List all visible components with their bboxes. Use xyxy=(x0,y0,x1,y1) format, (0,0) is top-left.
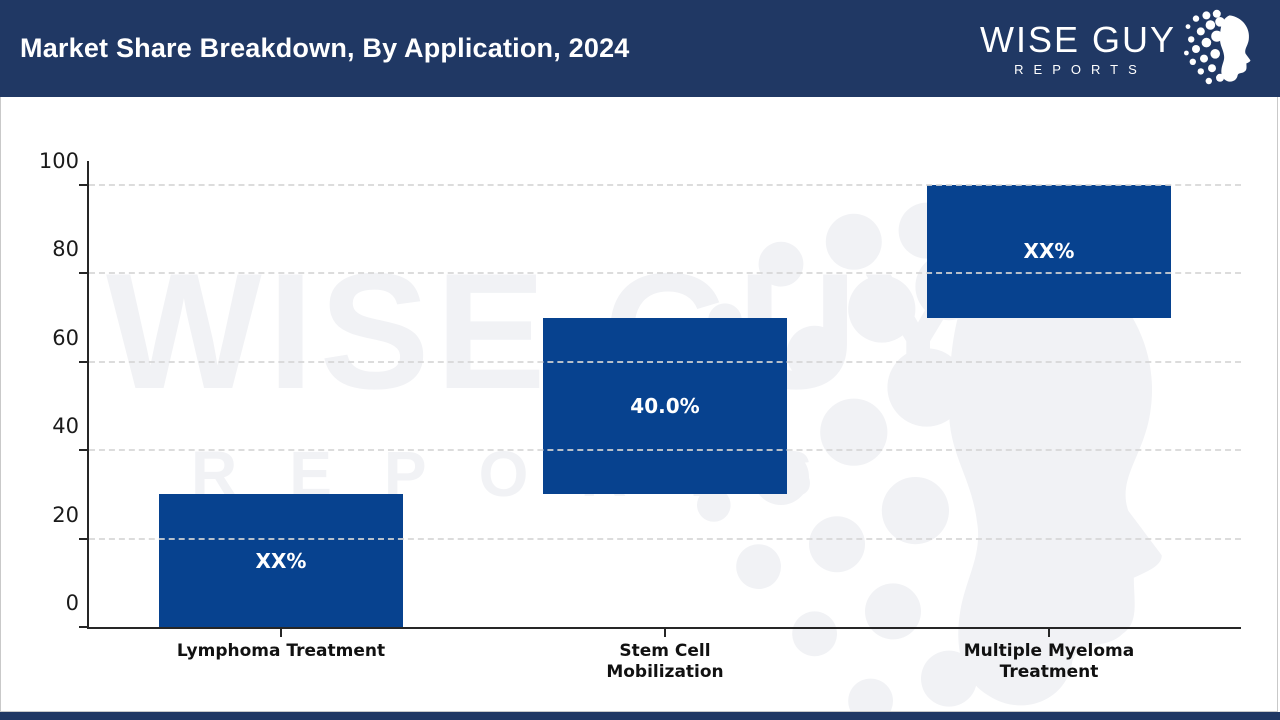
chart-area: WISE GUY REPORTS XX% Lymphoma Treatment 40… xyxy=(0,97,1278,712)
y-axis-tick-label: 20 xyxy=(52,502,79,527)
logo-wordmark: WISE GUY REPORTS xyxy=(979,18,1176,77)
y-axis-tick xyxy=(79,184,87,187)
x-axis xyxy=(87,627,1241,629)
x-axis-category-label: Multiple Myeloma Treatment xyxy=(963,641,1135,683)
y-axis xyxy=(87,161,89,627)
bar-segment: XX% xyxy=(927,185,1171,318)
y-axis-tick-label: 80 xyxy=(52,237,79,262)
bar-value-label: XX% xyxy=(255,548,307,573)
x-axis-tick xyxy=(664,629,666,637)
dotted-face-profile-icon xyxy=(1184,9,1251,84)
bar-segment: 40.0% xyxy=(543,317,787,495)
footer-accent-bar xyxy=(0,712,1280,720)
gridline xyxy=(89,360,1241,363)
logo-sub-text: REPORTS xyxy=(1014,61,1147,77)
y-axis-tick xyxy=(79,537,87,540)
y-axis-tick xyxy=(79,626,87,628)
bar-value-label: 40.0% xyxy=(630,394,700,419)
x-axis-tick xyxy=(1048,629,1050,637)
wise-guy-logo: WISE GUY REPORTS xyxy=(980,9,1252,89)
x-axis-category-label: Stem Cell Mobilization xyxy=(606,641,724,683)
x-axis-category-label: Lymphoma Treatment xyxy=(176,641,386,661)
bar-value-label: XX% xyxy=(1023,239,1075,264)
x-axis-tick xyxy=(280,629,282,637)
y-axis-tick xyxy=(79,272,87,275)
page-title: Market Share Breakdown, By Application, … xyxy=(20,33,630,63)
logo-brand-text: WISE GUY xyxy=(979,18,1176,60)
plot-area: XX% Lymphoma Treatment 40.0% Stem Cell Mobi… xyxy=(39,149,1241,682)
bar-segment: XX% xyxy=(159,494,403,627)
y-axis-tick xyxy=(79,449,87,452)
gridline xyxy=(89,184,1241,187)
gridline xyxy=(89,537,1241,540)
y-axis-tick-label: 40 xyxy=(52,414,79,439)
y-axis-tick xyxy=(79,360,87,363)
header-bar: Market Share Breakdown, By Application, … xyxy=(0,0,1280,97)
y-axis-tick-label: 0 xyxy=(65,591,79,615)
gridline xyxy=(89,272,1241,275)
y-axis-tick-label: 60 xyxy=(52,325,79,350)
y-axis-tick-label: 100 xyxy=(38,149,79,174)
gridline xyxy=(89,449,1241,452)
